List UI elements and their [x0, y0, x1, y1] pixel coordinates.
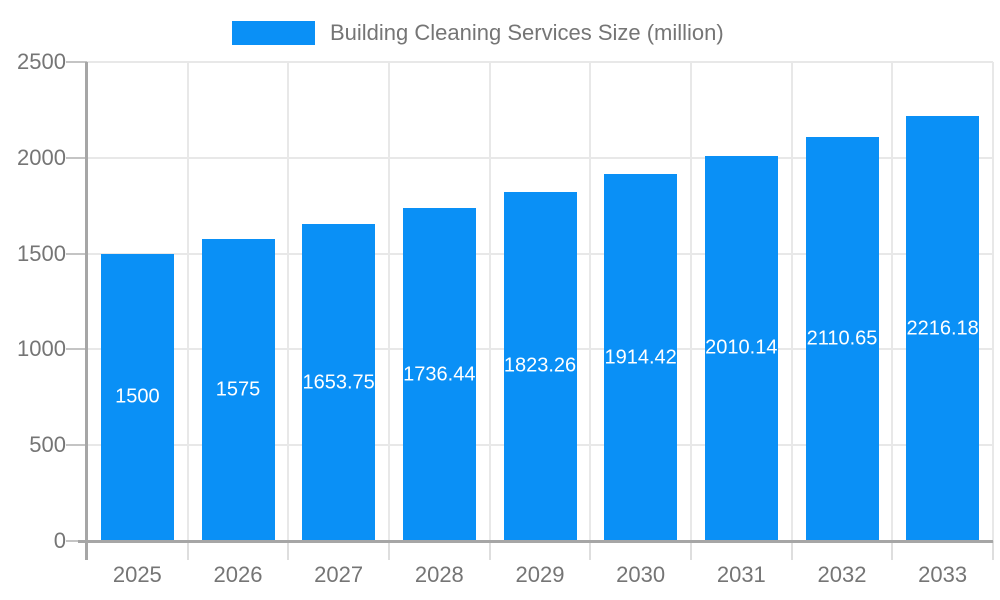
x-axis-label: 2028 — [414, 562, 464, 587]
x-axis-label: 2025 — [112, 562, 162, 587]
x-axis-label: 2027 — [314, 562, 364, 587]
v-gridline — [488, 62, 491, 541]
y-axis-label: 2000 — [17, 144, 66, 170]
chart-legend: Building Cleaning Services Size (million… — [0, 0, 1000, 56]
bar-2028 — [402, 208, 476, 541]
legend-swatch-icon — [232, 21, 315, 45]
bar-2033 — [906, 116, 980, 541]
h-gridline — [87, 156, 993, 159]
bar-value-label: 1736.44 — [403, 363, 476, 386]
v-gridline — [186, 62, 189, 541]
bar-2025 — [100, 253, 174, 541]
x-axis-line — [78, 540, 993, 543]
y-axis-tick — [66, 252, 87, 255]
bar-2031 — [704, 155, 778, 541]
y-axis-label: 2500 — [17, 49, 66, 74]
v-gridline — [992, 62, 994, 541]
v-gridline — [287, 62, 290, 541]
v-gridline — [388, 62, 390, 541]
bar-2026 — [201, 239, 275, 541]
bar-value-label: 1500 — [115, 385, 160, 408]
x-axis-label: 2030 — [616, 562, 666, 587]
x-axis-label: 2029 — [515, 562, 565, 587]
bar-value-label: 1823.26 — [503, 354, 577, 377]
x-axis-label: 2031 — [716, 562, 766, 587]
bar-value-label: 2216.18 — [906, 317, 979, 340]
v-gridline — [589, 62, 592, 541]
y-axis-label: 1500 — [17, 240, 66, 266]
x-axis-label: 2032 — [817, 562, 867, 587]
y-axis-tick — [66, 156, 87, 159]
bar-value-label: 2110.65 — [806, 327, 878, 350]
bar-2032 — [805, 136, 879, 541]
y-axis-label: 500 — [29, 432, 66, 458]
y-axis-tick — [66, 444, 87, 447]
bar-2029 — [503, 191, 577, 541]
bar-value-label: 1575 — [215, 378, 261, 401]
bar-value-label: 2010.14 — [705, 336, 778, 359]
h-gridline — [87, 61, 993, 63]
y-axis-tick — [66, 348, 87, 351]
v-gridline — [690, 62, 692, 541]
x-axis-label: 2033 — [918, 562, 968, 587]
x-axis-tick — [488, 541, 491, 560]
y-axis-label: 0 — [53, 528, 66, 553]
bar-value-label: 1653.75 — [302, 371, 375, 394]
x-axis-tick — [388, 541, 390, 560]
v-gridline — [891, 62, 894, 541]
x-axis-tick — [992, 541, 994, 560]
v-gridline — [790, 62, 793, 541]
y-axis-label: 1000 — [17, 336, 66, 362]
x-axis-label: 2026 — [213, 562, 263, 587]
x-axis-tick — [790, 541, 793, 560]
bar-2030 — [604, 174, 678, 541]
y-axis-line — [85, 62, 88, 560]
x-axis-tick — [186, 541, 189, 560]
x-axis-tick — [589, 541, 592, 560]
legend-label: Building Cleaning Services Size (million… — [330, 20, 724, 45]
x-axis-tick — [690, 541, 692, 560]
x-axis-tick — [891, 541, 894, 560]
y-axis-tick — [66, 540, 87, 542]
y-axis-tick — [66, 61, 87, 63]
bar-2027 — [302, 224, 376, 541]
x-axis-tick — [287, 541, 290, 560]
bar-value-label: 1914.42 — [604, 346, 677, 369]
